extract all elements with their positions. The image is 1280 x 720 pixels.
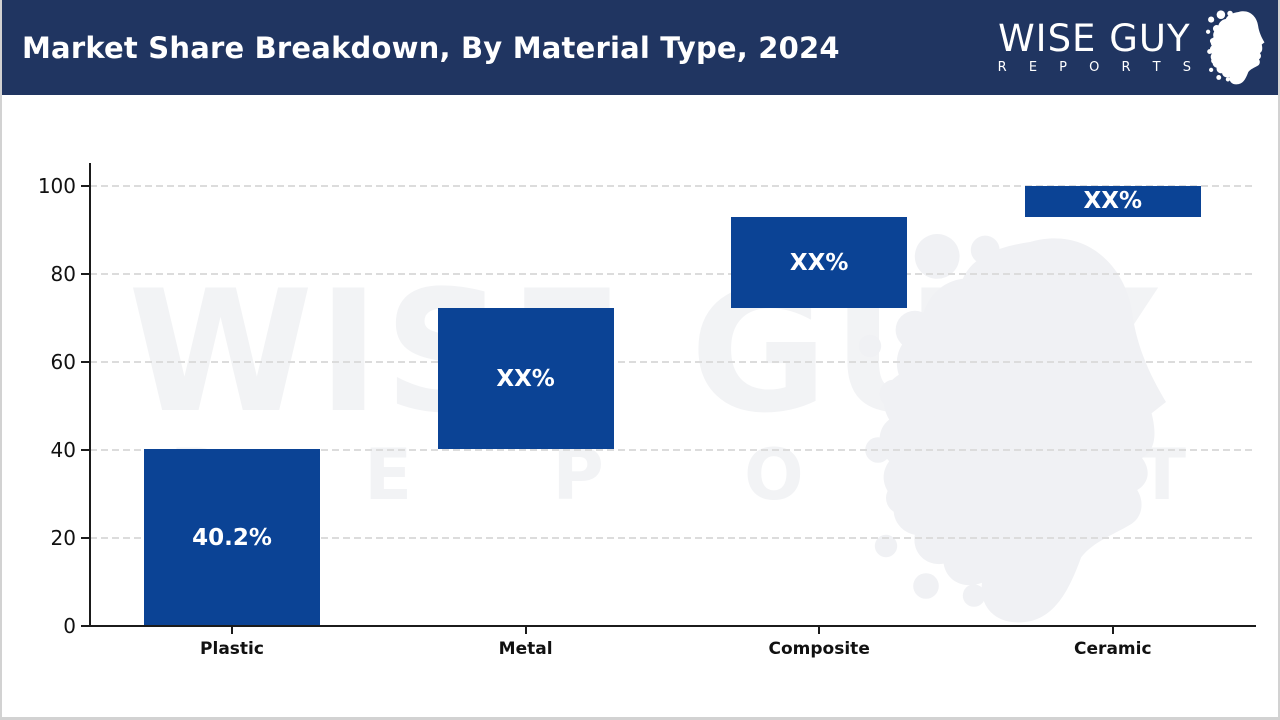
x-tick-mark [524, 627, 527, 634]
header-bar: Market Share Breakdown, By Material Type… [2, 0, 1278, 95]
gridline [90, 361, 1254, 363]
wise-guy-reports-logo: WISE GUY R E P O R T S [989, 7, 1266, 87]
gridline [90, 449, 1254, 451]
bar [1024, 186, 1201, 217]
gridline [90, 537, 1254, 539]
page-title: Market Share Breakdown, By Material Type… [22, 30, 840, 65]
y-tick-label: 100 [37, 174, 76, 198]
x-tick-label: Ceramic [1074, 639, 1152, 659]
y-tick-label: 80 [50, 262, 76, 286]
y-tick-label: 60 [50, 350, 76, 374]
y-tick-label: 40 [50, 438, 76, 462]
x-tick-mark [818, 627, 821, 634]
gridline [90, 185, 1254, 187]
logo-head-icon [1205, 10, 1265, 85]
x-axis-spine [89, 625, 1256, 627]
bar [144, 449, 320, 626]
y-tick-mark [81, 185, 90, 187]
y-tick-label: 0 [63, 614, 76, 638]
logo-subtitle: R E P O R T S [997, 60, 1200, 76]
y-axis-spine [89, 163, 91, 627]
x-tick-label: Plastic [200, 639, 264, 659]
logo-text: WISE GUY R E P O R T S [989, 16, 1200, 76]
y-tick-mark [81, 449, 90, 451]
bar-value-label: XX% [789, 249, 849, 276]
y-tick-mark [81, 273, 90, 275]
bar-value-label: XX% [1083, 188, 1143, 215]
x-tick-mark [1111, 627, 1114, 634]
y-tick-mark [81, 361, 90, 363]
y-tick-mark [81, 625, 90, 627]
x-tick-label: Metal [498, 639, 553, 659]
bar-value-label: 40.2% [192, 524, 272, 551]
bar [731, 216, 908, 309]
logo-wordmark: WISE GUY [998, 16, 1191, 60]
y-tick-label: 20 [50, 526, 76, 550]
y-tick-mark [81, 537, 90, 539]
bar [437, 308, 614, 450]
bar-value-label: XX% [496, 365, 555, 392]
gridline [90, 273, 1254, 275]
x-tick-mark [231, 627, 233, 634]
x-tick-label: Composite [768, 639, 870, 659]
